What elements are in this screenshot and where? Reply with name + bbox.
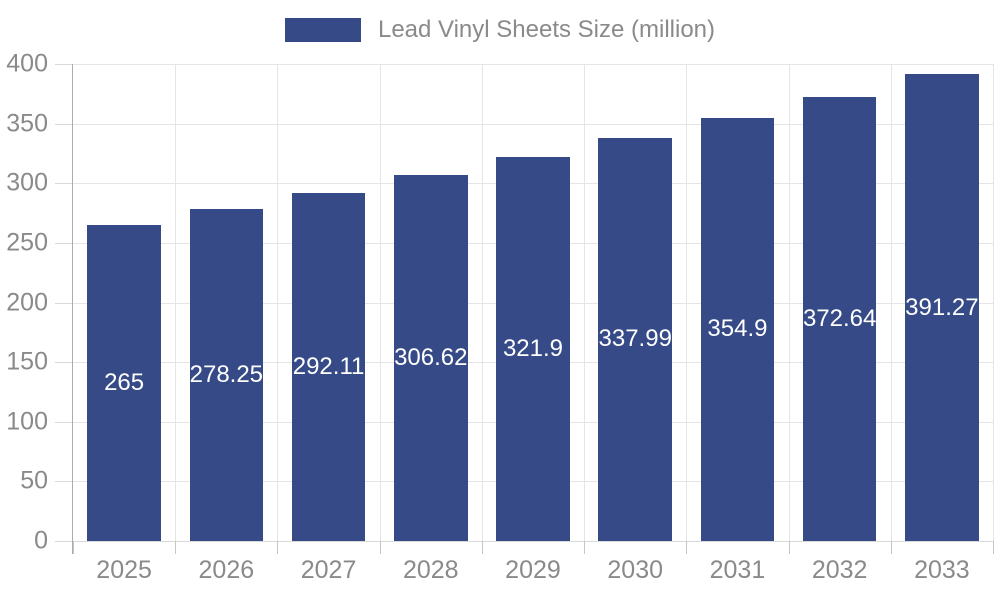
x-axis-tick bbox=[584, 541, 586, 554]
gridline-vertical bbox=[481, 64, 483, 541]
bar: 354.9 bbox=[700, 117, 775, 541]
x-axis-tick bbox=[890, 541, 892, 554]
x-axis-tick bbox=[481, 541, 483, 554]
x-axis-tick bbox=[277, 541, 279, 554]
y-tick-label: 350 bbox=[6, 109, 48, 138]
x-axis-tick bbox=[175, 541, 177, 554]
x-axis-tick bbox=[73, 541, 74, 554]
gridline-vertical bbox=[890, 64, 892, 541]
x-tick-label: 2033 bbox=[914, 556, 970, 584]
x-tick-label: 2025 bbox=[96, 556, 152, 584]
x-tick-label: 2030 bbox=[607, 556, 664, 584]
bar-band: 292.11 bbox=[277, 64, 379, 541]
y-axis-tick bbox=[55, 362, 73, 364]
x-axis-tick bbox=[993, 541, 994, 554]
bar-value-label: 321.9 bbox=[502, 335, 564, 363]
legend-label: Lead Vinyl Sheets Size (million) bbox=[377, 16, 716, 43]
y-axis-tick bbox=[55, 123, 73, 125]
bar-band: 354.9 bbox=[686, 64, 788, 541]
x-axis-labels: 2025 2026 2027 2028 2029 2030 2031 2032 2033 bbox=[73, 556, 993, 589]
y-axis-tick bbox=[55, 481, 73, 483]
y-tick-label: 150 bbox=[6, 347, 48, 376]
x-tick-label: 2031 bbox=[709, 556, 766, 584]
bar-value-label: 391.27 bbox=[905, 293, 979, 321]
bar: 265 bbox=[87, 225, 161, 541]
gridline-vertical bbox=[175, 64, 177, 541]
y-axis-tick bbox=[55, 421, 73, 423]
bar-band: 372.64 bbox=[789, 64, 891, 541]
bar: 321.9 bbox=[496, 157, 570, 541]
y-tick-label: 50 bbox=[20, 466, 48, 495]
bar-band: 278.25 bbox=[175, 64, 277, 541]
y-tick-label: 100 bbox=[6, 407, 48, 436]
gridline-vertical bbox=[686, 64, 688, 541]
y-tick-label: 300 bbox=[6, 168, 48, 197]
y-axis-line bbox=[72, 64, 73, 554]
x-tick-label: 2026 bbox=[198, 556, 255, 584]
bar-band: 337.99 bbox=[584, 64, 686, 541]
bar: 278.25 bbox=[189, 209, 264, 541]
y-tick-label: 0 bbox=[34, 526, 48, 555]
bar-band: 265 bbox=[73, 64, 175, 541]
y-axis-labels: 0 50 100 150 200 250 300 350 400 bbox=[0, 51, 48, 553]
gridline-vertical bbox=[277, 64, 279, 541]
bar-value-label: 265 bbox=[104, 369, 145, 396]
gridline-vertical bbox=[584, 64, 586, 541]
gridline-horizontal bbox=[73, 123, 993, 125]
bar-value-label: 292.11 bbox=[292, 352, 365, 380]
chart-legend: Lead Vinyl Sheets Size (million) bbox=[0, 16, 1000, 45]
y-axis-tick bbox=[55, 64, 73, 65]
bar-value-label: 306.62 bbox=[394, 344, 468, 372]
x-tick-label: 2029 bbox=[505, 556, 561, 584]
y-axis-tick bbox=[55, 541, 73, 542]
y-axis-tick bbox=[55, 183, 73, 185]
bar-band: 306.62 bbox=[380, 64, 482, 541]
y-tick-label: 400 bbox=[6, 49, 48, 78]
x-tick-label: 2028 bbox=[402, 556, 459, 584]
x-tick-label: 2027 bbox=[300, 556, 357, 584]
y-tick-label: 200 bbox=[6, 288, 48, 316]
gridline-horizontal bbox=[73, 64, 993, 65]
bar: 391.27 bbox=[905, 74, 979, 541]
bar-value-label: 337.99 bbox=[598, 325, 672, 353]
y-tick-label: 250 bbox=[6, 228, 48, 257]
x-axis-tick bbox=[379, 541, 381, 554]
bar-band: 391.27 bbox=[891, 64, 993, 541]
legend-item[interactable]: Lead Vinyl Sheets Size (million) bbox=[284, 16, 716, 45]
plot-area: 265 278.25 292.11 306.62 321.9 337.99 354.9 372… bbox=[55, 64, 994, 554]
bar: 306.62 bbox=[393, 175, 468, 541]
gridline-vertical bbox=[379, 64, 381, 541]
legend-swatch bbox=[284, 18, 361, 43]
bar: 292.11 bbox=[291, 192, 366, 541]
x-axis-tick bbox=[686, 541, 688, 554]
bar: 337.99 bbox=[598, 137, 673, 541]
bar-value-label: 372.64 bbox=[802, 304, 877, 332]
gridline-vertical bbox=[993, 64, 994, 541]
bar: 372.64 bbox=[802, 96, 877, 541]
x-tick-label: 2032 bbox=[811, 556, 868, 584]
gridline-horizontal bbox=[73, 541, 993, 542]
bar-value-label: 354.9 bbox=[707, 315, 768, 343]
y-axis-tick bbox=[55, 242, 73, 244]
x-axis-tick bbox=[788, 541, 790, 554]
gridline-vertical bbox=[788, 64, 790, 541]
bar-band: 321.9 bbox=[482, 64, 584, 541]
bar-value-label: 278.25 bbox=[189, 361, 264, 389]
y-axis-tick bbox=[55, 302, 73, 304]
